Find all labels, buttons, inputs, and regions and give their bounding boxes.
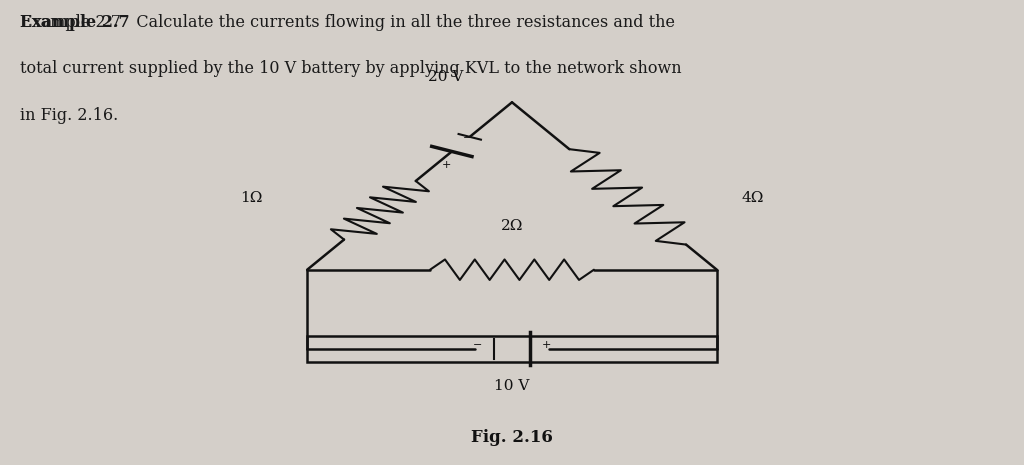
Text: −: − bbox=[473, 340, 482, 350]
Text: Fig. 2.16: Fig. 2.16 bbox=[471, 429, 553, 446]
Text: Example 2.7: Example 2.7 bbox=[20, 14, 130, 31]
Text: 4Ω: 4Ω bbox=[741, 191, 764, 205]
Bar bbox=[307, 336, 717, 362]
Text: Example 2.7   Calculate the currents flowing in all the three resistances and th: Example 2.7 Calculate the currents flowi… bbox=[20, 14, 676, 31]
Text: −: − bbox=[463, 133, 472, 143]
Text: +: + bbox=[442, 160, 452, 170]
Text: 1Ω: 1Ω bbox=[240, 191, 262, 205]
Text: 20 V: 20 V bbox=[428, 70, 463, 84]
Text: in Fig. 2.16.: in Fig. 2.16. bbox=[20, 107, 119, 124]
Text: 2Ω: 2Ω bbox=[501, 219, 523, 232]
Text: +: + bbox=[542, 340, 551, 350]
Text: 10 V: 10 V bbox=[495, 379, 529, 393]
Text: total current supplied by the 10 V battery by applying KVL to the network shown: total current supplied by the 10 V batte… bbox=[20, 60, 682, 78]
